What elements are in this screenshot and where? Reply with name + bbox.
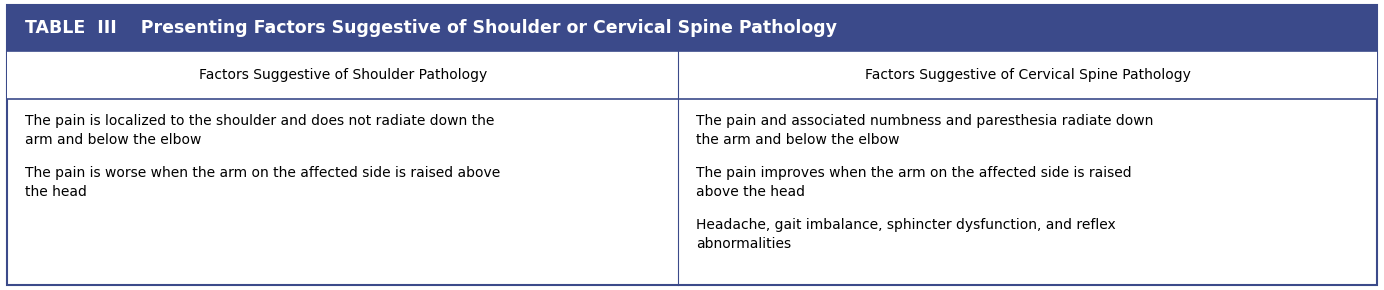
Text: The pain improves when the arm on the affected side is raised
above the head: The pain improves when the arm on the af…	[696, 166, 1132, 199]
Text: The pain is localized to the shoulder and does not radiate down the
arm and belo: The pain is localized to the shoulder an…	[25, 114, 494, 147]
Text: Factors Suggestive of Cervical Spine Pathology: Factors Suggestive of Cervical Spine Pat…	[865, 68, 1190, 82]
Text: The pain is worse when the arm on the affected side is raised above
the head: The pain is worse when the arm on the af…	[25, 166, 500, 199]
Text: The pain and associated numbness and paresthesia radiate down
the arm and below : The pain and associated numbness and par…	[696, 114, 1154, 147]
Bar	[7, 51, 1377, 99]
Text: TABLE  III    Presenting Factors Suggestive of Shoulder or Cervical Spine Pathol: TABLE III Presenting Factors Suggestive …	[25, 19, 837, 37]
Text: Headache, gait imbalance, sphincter dysfunction, and reflex
abnormalities: Headache, gait imbalance, sphincter dysf…	[696, 218, 1116, 251]
Bar	[7, 5, 1377, 51]
Text: Factors Suggestive of Shoulder Pathology: Factors Suggestive of Shoulder Pathology	[198, 68, 487, 82]
